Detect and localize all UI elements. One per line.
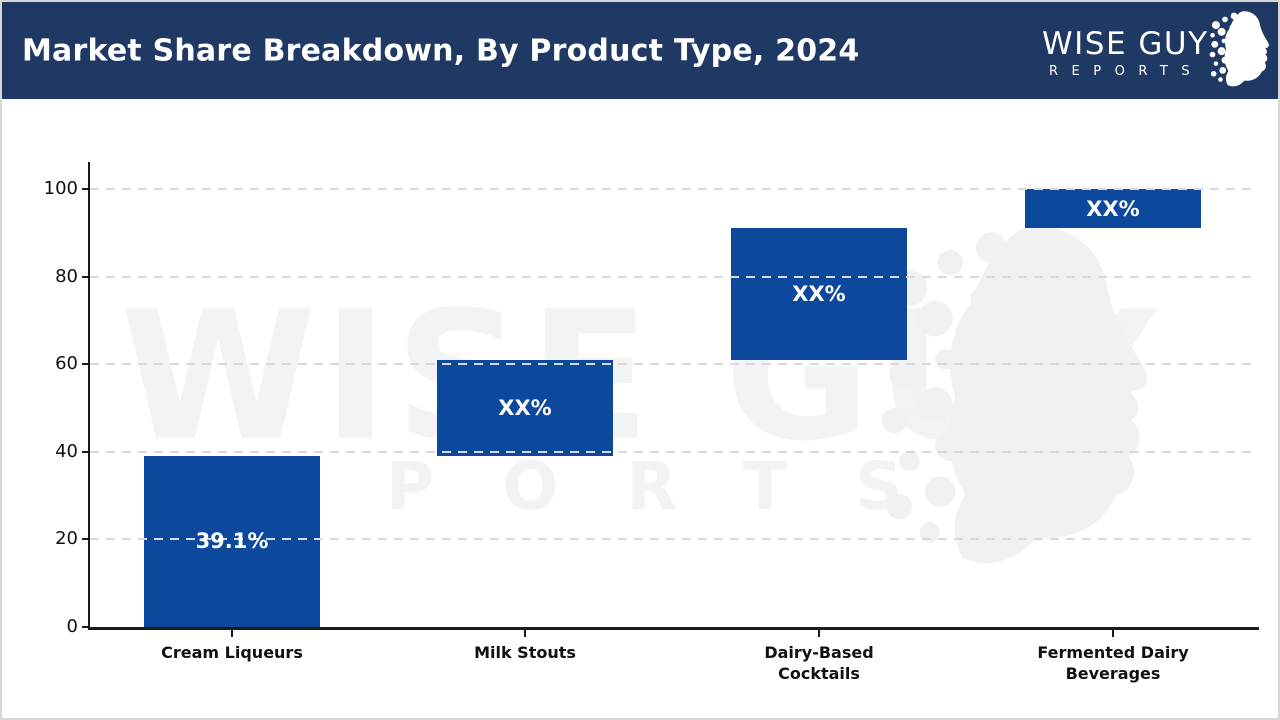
y-tick-20	[82, 538, 90, 541]
y-tick-label-60: 60	[55, 353, 78, 375]
x-axis-line	[88, 627, 1259, 630]
x-category-label-0: Cream Liqueurs	[161, 643, 303, 662]
watermark-dotted-head-icon	[881, 226, 1148, 564]
header-band: Market Share Breakdown, By Product Type,…	[2, 2, 1278, 99]
x-tick-2	[818, 630, 820, 637]
bar-cream-liqueurs	[144, 455, 320, 627]
x-tick-1	[524, 630, 526, 637]
gridline-40	[90, 450, 1255, 453]
x-tick-3	[1112, 630, 1114, 637]
page-title: Market Share Breakdown, By Product Type,…	[22, 33, 860, 68]
logo-subtitle: REPORTS	[1049, 64, 1204, 79]
bar-value-label-milk-stouts: XX%	[498, 395, 552, 420]
x-category-label-2: Dairy-Based Cocktails	[764, 643, 874, 683]
bar-value-label-dairy-based-cocktails: XX%	[792, 282, 846, 307]
y-tick-60	[82, 363, 90, 366]
gridline-20	[90, 538, 1255, 541]
y-tick-0	[82, 626, 90, 628]
logo-wordmark: WISE GUY	[1042, 26, 1209, 62]
bar-value-label-fermented-dairy-beverages: XX%	[1086, 196, 1140, 221]
bar-value-label-cream-liqueurs: 39.1%	[195, 529, 269, 554]
x-tick-0	[231, 630, 233, 637]
x-category-label-1: Milk Stouts	[474, 643, 576, 662]
y-tick-label-40: 40	[55, 440, 78, 462]
y-tick-label-100: 100	[43, 178, 78, 199]
gridline-60	[90, 363, 1255, 366]
y-tick-80	[82, 275, 90, 278]
gridline-100	[90, 188, 1255, 190]
x-category-label-3: Fermented Dairy Beverages	[1037, 643, 1189, 683]
y-tick-label-80: 80	[55, 265, 78, 287]
y-tick-40	[82, 450, 90, 453]
y-tick-label-0: 0	[66, 616, 78, 637]
gridline-80	[90, 275, 1255, 278]
y-tick-label-20: 20	[55, 528, 78, 550]
y-tick-100	[82, 188, 90, 190]
bar-fermented-dairy-beverages	[1025, 189, 1201, 229]
y-axis-line	[88, 162, 90, 630]
logo-dotted-head-icon	[1209, 11, 1269, 87]
bar-dairy-based-cocktails	[731, 228, 907, 360]
bar-milk-stouts	[437, 359, 613, 456]
